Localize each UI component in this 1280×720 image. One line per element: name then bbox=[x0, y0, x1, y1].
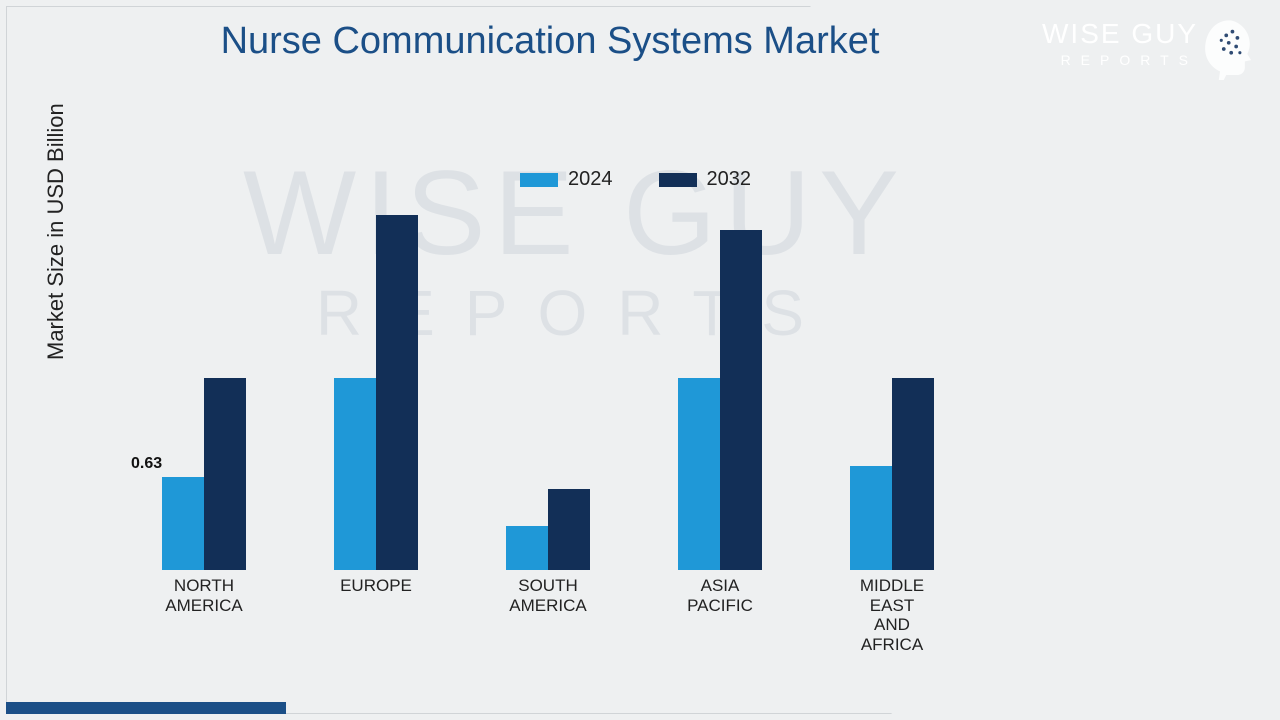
footer-accent-tab bbox=[6, 702, 286, 714]
bars bbox=[462, 200, 634, 570]
bars bbox=[118, 200, 290, 570]
bar-2032 bbox=[720, 230, 762, 570]
x-axis-label: NORTHAMERICA bbox=[118, 576, 290, 615]
chart-plot-area: NORTHAMERICAEUROPESOUTHAMERICAASIAPACIFI… bbox=[118, 200, 978, 570]
x-axis-label: MIDDLEEASTANDAFRICA bbox=[806, 576, 978, 654]
chart-legend: 2024 2032 bbox=[520, 168, 751, 191]
stage: WISE GUY REPORTS Nurse Communication Sys… bbox=[0, 0, 1280, 720]
legend-item: 2024 bbox=[520, 168, 613, 191]
bars bbox=[806, 200, 978, 570]
y-axis-label: Market Size in USD Billion bbox=[43, 103, 69, 360]
legend-label: 2024 bbox=[568, 168, 613, 191]
bar-group: EUROPE bbox=[290, 200, 462, 570]
legend-item: 2032 bbox=[659, 168, 752, 191]
x-axis-label: EUROPE bbox=[290, 576, 462, 596]
bars bbox=[634, 200, 806, 570]
legend-swatch bbox=[520, 173, 558, 187]
brand-logo: WISE GUY REPORTS bbox=[1042, 18, 1256, 68]
bar-2024 bbox=[334, 378, 376, 570]
bar-group: SOUTHAMERICA bbox=[462, 200, 634, 570]
bar-group: ASIAPACIFIC bbox=[634, 200, 806, 570]
bars bbox=[290, 200, 462, 570]
bar-2032 bbox=[204, 378, 246, 570]
value-label: 0.63 bbox=[131, 455, 162, 473]
legend-label: 2032 bbox=[707, 168, 752, 191]
chart-title: Nurse Communication Systems Market bbox=[100, 20, 1000, 63]
brand-line2: REPORTS bbox=[1042, 52, 1198, 68]
bar-2024 bbox=[850, 466, 892, 570]
bar-2024 bbox=[678, 378, 720, 570]
bar-2024 bbox=[506, 526, 548, 570]
x-axis-label: ASIAPACIFIC bbox=[634, 576, 806, 615]
bar-2032 bbox=[548, 489, 590, 570]
bar-2032 bbox=[376, 215, 418, 570]
x-axis-label: SOUTHAMERICA bbox=[462, 576, 634, 615]
brand-line1: WISE GUY bbox=[1042, 18, 1198, 50]
bar-group: NORTHAMERICA bbox=[118, 200, 290, 570]
bar-2032 bbox=[892, 378, 934, 570]
bar-2024 bbox=[162, 477, 204, 570]
legend-swatch bbox=[659, 173, 697, 187]
bar-group: MIDDLEEASTANDAFRICA bbox=[806, 200, 978, 570]
